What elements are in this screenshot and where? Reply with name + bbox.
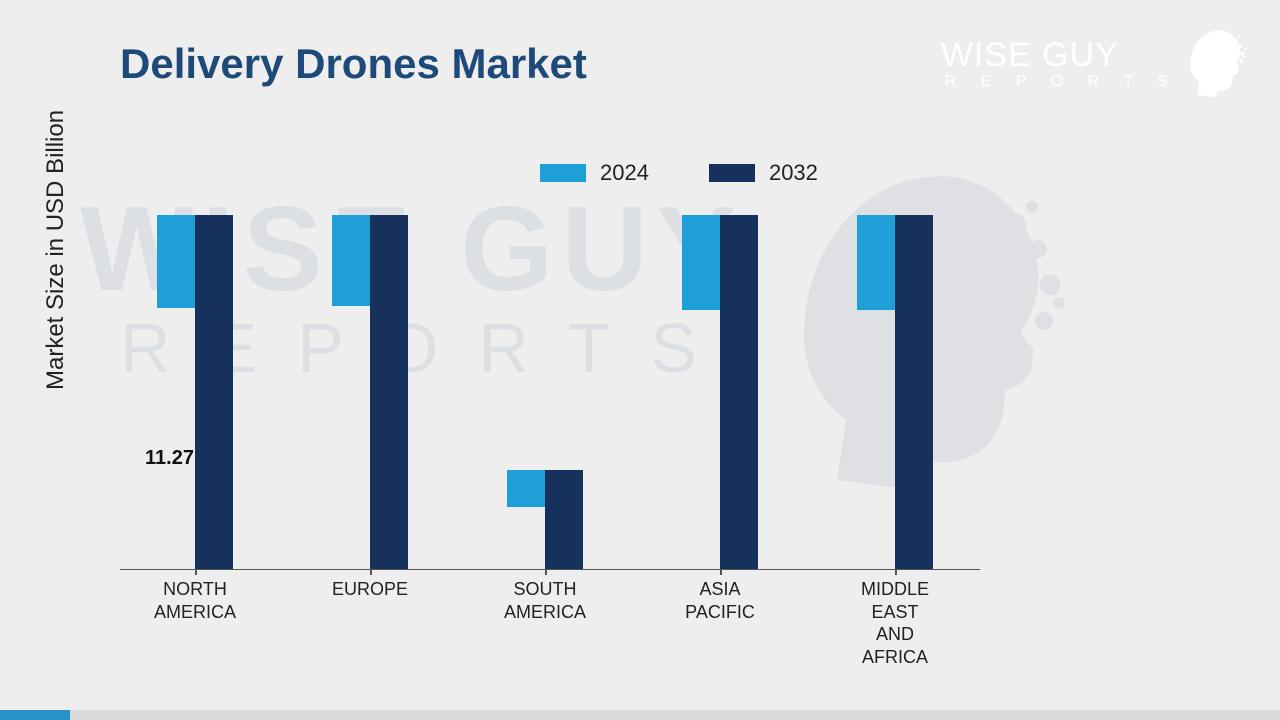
bottom-bar-track: [0, 710, 1280, 720]
category-label: MIDDLEEASTANDAFRICA: [825, 578, 965, 668]
legend-swatch-2032: [709, 164, 755, 182]
bar: [370, 215, 408, 569]
y-axis-label: Market Size in USD Billion: [42, 110, 70, 390]
brand-line2: R E P O R T S: [941, 73, 1178, 91]
axis-tick: [895, 569, 897, 575]
axis-tick: [370, 569, 372, 575]
category-label: NORTHAMERICA: [125, 578, 265, 623]
bar-group: [480, 470, 610, 569]
bar: [157, 215, 195, 308]
brand-head-icon: [1182, 28, 1252, 98]
chart-title: Delivery Drones Market: [120, 40, 587, 88]
category-label: SOUTHAMERICA: [475, 578, 615, 623]
bar: [895, 215, 933, 569]
chart: 11.27 NORTHAMERICAEUROPESOUTHAMERICAASIA…: [120, 200, 980, 570]
bar: [720, 215, 758, 569]
bar-group: [130, 215, 260, 569]
legend-item-2024: 2024: [540, 160, 649, 186]
stage: WISE GUY REPORTS WISE GUY R E P O R T S: [0, 0, 1280, 720]
bar: [857, 215, 895, 310]
bar-group: [305, 215, 435, 569]
bar-group: [655, 215, 785, 569]
legend: 2024 2032: [540, 160, 818, 186]
brand-line1: WISE GUY: [941, 36, 1178, 75]
category-label: EUROPE: [300, 578, 440, 601]
plot-area: 11.27: [120, 200, 980, 570]
axis-tick: [545, 569, 547, 575]
bar: [332, 215, 370, 305]
bar: [682, 215, 720, 310]
bar-group: [830, 215, 960, 569]
bottom-bar-fill: [0, 710, 70, 720]
legend-label-2024: 2024: [600, 160, 649, 186]
bar: [195, 215, 233, 569]
axis-tick: [195, 569, 197, 575]
category-label: ASIAPACIFIC: [650, 578, 790, 623]
bar: [507, 470, 545, 507]
brand-logo: WISE GUY R E P O R T S: [941, 28, 1252, 98]
legend-label-2032: 2032: [769, 160, 818, 186]
bar: [545, 470, 583, 569]
legend-swatch-2024: [540, 164, 586, 182]
legend-item-2032: 2032: [709, 160, 818, 186]
axis-tick: [720, 569, 722, 575]
